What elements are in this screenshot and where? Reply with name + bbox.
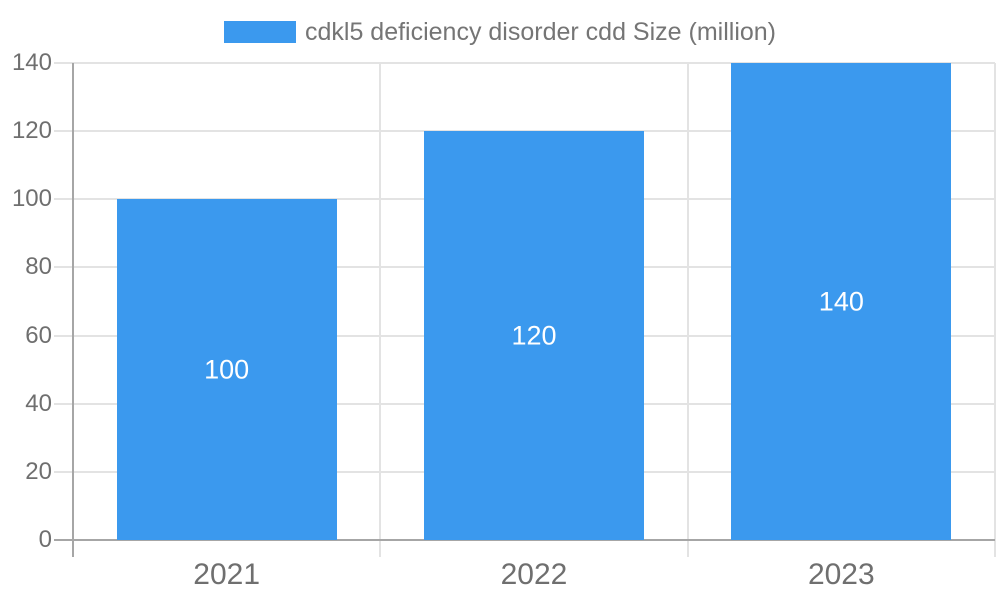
y-axis-tick	[54, 130, 73, 133]
x-axis-tick	[379, 540, 382, 557]
x-axis-tick	[994, 540, 996, 557]
x-axis-line	[54, 539, 995, 541]
x-axis-label: 2022	[500, 558, 568, 591]
x-axis-label: 2023	[807, 558, 875, 591]
grid-line-v	[379, 63, 382, 540]
y-axis-tick	[54, 402, 73, 405]
y-axis-label: 140	[11, 49, 52, 76]
y-axis-label: 0	[38, 526, 52, 553]
y-axis-tick	[54, 266, 73, 269]
y-axis-label: 100	[11, 185, 52, 213]
y-axis-line	[72, 63, 74, 557]
x-axis-label: 2021	[193, 558, 261, 591]
y-axis-tick	[54, 62, 73, 64]
grid-line-h	[73, 62, 995, 64]
bar[interactable]	[424, 131, 644, 540]
legend-swatch[interactable]	[223, 21, 296, 43]
x-axis-tick	[686, 540, 689, 557]
bar-value-label: 120	[511, 320, 557, 351]
chart-legend: cdkl5 deficiency disorder cdd Size (mill…	[0, 18, 1000, 46]
chart-title[interactable]: cdkl5 deficiency disorder cdd Size (mill…	[304, 18, 777, 46]
bar[interactable]	[116, 199, 337, 540]
y-axis-tick	[54, 470, 73, 473]
y-axis-label: 20	[25, 457, 52, 485]
grid-line-v	[994, 63, 996, 540]
y-axis-tick	[54, 334, 73, 337]
y-axis-label: 80	[25, 253, 52, 281]
y-axis-label: 40	[25, 389, 52, 417]
bar[interactable]	[731, 63, 952, 540]
bar-value-label: 140	[818, 286, 864, 316]
bar-value-label: 100	[204, 354, 250, 385]
y-axis-label: 120	[11, 117, 52, 145]
y-axis-label: 60	[25, 321, 52, 349]
y-axis-tick	[54, 198, 73, 201]
grid-line-v	[686, 63, 689, 540]
